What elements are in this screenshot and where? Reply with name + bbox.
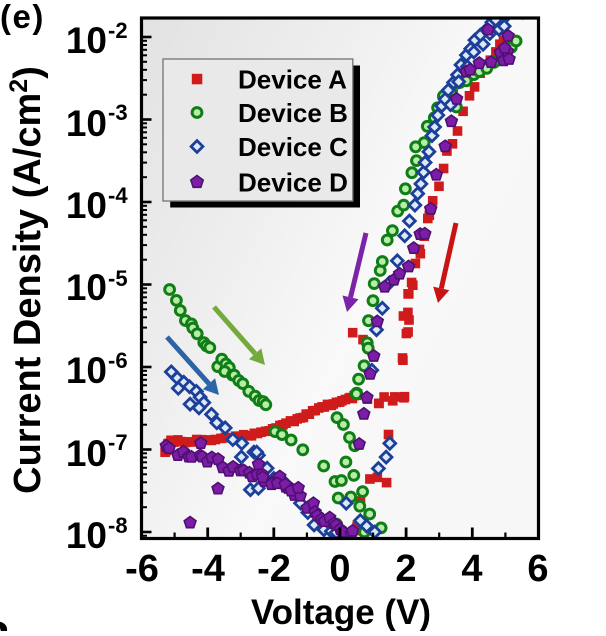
svg-text:(e): (e) [0,0,45,35]
svg-text:-2: -2 [108,18,128,43]
svg-text:Voltage (V): Voltage (V) [251,593,431,631]
svg-text:-4: -4 [191,548,225,590]
svg-text:3: 3 [0,612,10,631]
svg-text:-6: -6 [108,348,128,373]
svg-text:2: 2 [395,548,416,590]
svg-text:-3: -3 [108,100,128,125]
svg-text:-8: -8 [108,513,128,538]
svg-text:Device C: Device C [238,132,348,162]
svg-text:10: 10 [66,103,107,144]
svg-text:4: 4 [461,548,482,590]
svg-text:Current Density (A/cm2): Current Density (A/cm2) [5,66,49,494]
svg-text:10: 10 [66,267,107,308]
svg-text:Device D: Device D [238,168,348,198]
svg-text:10: 10 [66,433,107,474]
svg-text:-4: -4 [108,183,128,208]
svg-text:10: 10 [66,185,107,226]
svg-text:-7: -7 [108,430,128,455]
svg-text:-5: -5 [108,266,128,291]
svg-text:-2: -2 [257,548,291,590]
svg-text:6: 6 [527,548,548,590]
svg-text:Device A: Device A [238,65,347,95]
svg-text:-6: -6 [125,548,159,590]
svg-text:0: 0 [329,548,350,590]
svg-text:10: 10 [66,350,107,391]
svg-text:10: 10 [66,515,107,556]
svg-text:Device B: Device B [238,98,348,128]
svg-text:10: 10 [66,20,107,61]
